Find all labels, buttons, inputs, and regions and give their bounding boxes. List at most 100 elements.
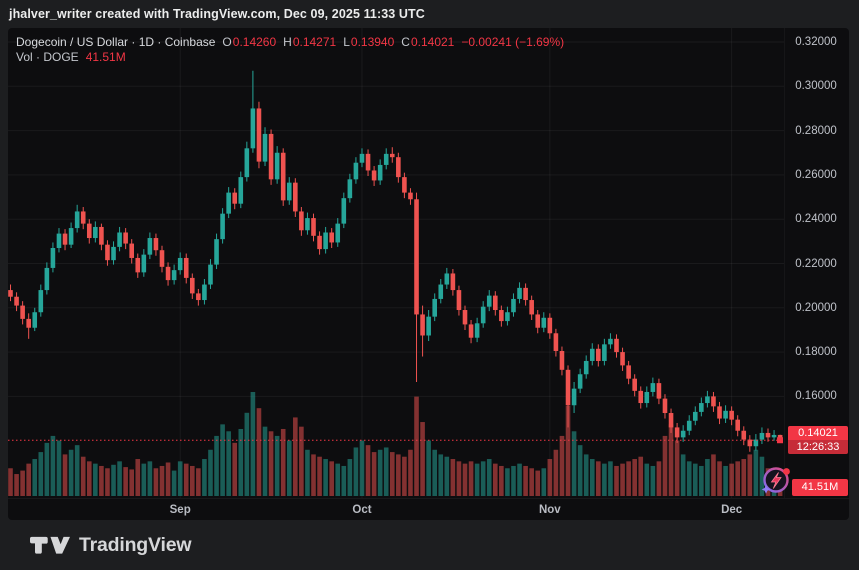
chart-canvas[interactable] — [8, 28, 849, 520]
volume-bar — [171, 470, 177, 496]
volume-bar — [274, 435, 280, 496]
candle-body — [729, 410, 734, 420]
candle-body — [680, 430, 686, 438]
candle-body — [171, 270, 177, 281]
tradingview-wordmark: TradingView — [79, 533, 192, 556]
volume-bar — [402, 456, 407, 496]
volume-bar — [347, 459, 353, 496]
volume-bar — [93, 463, 98, 496]
volume-bar — [341, 465, 347, 496]
candle-body — [329, 232, 334, 243]
candle-body — [32, 312, 38, 328]
candle-body — [123, 232, 128, 244]
volume-bar — [589, 459, 595, 496]
candle-body — [656, 383, 662, 399]
candle-body — [535, 314, 541, 328]
candle-body — [93, 226, 98, 239]
candle-body — [165, 266, 171, 281]
volume-bar — [153, 468, 159, 496]
volume-label[interactable]: Vol · DOGE — [16, 50, 79, 64]
candle-body — [396, 157, 401, 178]
volume-bar — [668, 424, 674, 496]
candle-body — [311, 218, 316, 236]
y-axis-tick: 0.28000 — [795, 124, 837, 137]
candle-body — [365, 153, 371, 171]
volume-bar — [232, 442, 238, 496]
volume-bar — [323, 459, 328, 496]
candle-body — [408, 192, 413, 200]
volume-bar — [250, 392, 256, 496]
volume-bar — [365, 445, 371, 496]
volume-bar — [220, 424, 225, 496]
candle-body — [711, 396, 716, 407]
x-axis-tick: Sep — [169, 504, 191, 516]
candle-body — [699, 403, 704, 412]
candle-body — [438, 284, 444, 299]
candle-body — [129, 243, 134, 258]
candle-body — [735, 419, 740, 431]
candle-body — [347, 179, 353, 199]
candle-body — [468, 324, 474, 338]
price-scale[interactable] — [784, 28, 849, 498]
volume-bar — [38, 452, 44, 496]
candle-body — [268, 133, 274, 180]
volume-bar — [529, 468, 534, 496]
candle-body — [771, 434, 777, 438]
volume-bar — [238, 428, 244, 496]
candle-body — [668, 413, 674, 428]
last-price-marker — [777, 437, 783, 444]
candle-body — [293, 182, 298, 212]
candle-body — [626, 365, 631, 379]
candle-body — [220, 213, 225, 240]
candle-body — [432, 298, 437, 317]
volume-bar — [626, 461, 631, 496]
candle-body — [50, 247, 56, 268]
candle-body — [214, 239, 219, 265]
candle-body — [596, 348, 601, 361]
volume-bar — [759, 456, 765, 496]
candle-body — [480, 306, 486, 324]
volume-bar — [244, 412, 250, 496]
candle-body — [226, 192, 231, 214]
candle-body — [644, 391, 650, 404]
candle-body — [571, 388, 577, 406]
candle-body — [56, 233, 62, 248]
volume-bar — [141, 463, 147, 496]
candle-body — [190, 277, 195, 294]
volume-bar — [632, 459, 637, 496]
candle-body — [383, 153, 389, 165]
volume-bar — [26, 463, 31, 496]
candle-body — [614, 338, 619, 353]
volume-bar — [74, 445, 80, 496]
candle-body — [135, 257, 141, 273]
candle-body — [638, 390, 644, 404]
candle-body — [426, 316, 431, 336]
candle-body — [499, 310, 504, 322]
time-scale[interactable] — [8, 498, 849, 520]
tradingview-logo[interactable]: TradingView — [30, 531, 192, 559]
volume-bar — [741, 459, 747, 496]
candle-body — [523, 287, 528, 301]
candle-body — [353, 162, 359, 180]
volume-axis-label: 41.51M — [792, 479, 848, 496]
candle-body — [765, 432, 771, 438]
close-label: C — [401, 35, 410, 49]
symbol-title[interactable]: Dogecoin / US Dollar · 1D · Coinbase — [16, 35, 216, 49]
candle-body — [341, 198, 347, 224]
volume-bar — [80, 456, 86, 496]
candle-body — [493, 295, 498, 311]
candle-body — [44, 267, 50, 291]
volume-bar — [535, 470, 541, 496]
volume-bar — [486, 459, 492, 496]
candle-body — [177, 257, 183, 271]
lightning-sticker-icon[interactable] — [759, 463, 793, 497]
volume-bar — [44, 442, 50, 496]
volume-bar — [456, 461, 462, 496]
y-axis-tick: 0.16000 — [795, 390, 837, 403]
tradingview-logo-icon — [30, 536, 70, 554]
candle-body — [359, 153, 365, 163]
candle-body — [80, 211, 86, 224]
volume-bar — [753, 449, 759, 496]
volume-bar — [523, 465, 528, 496]
x-axis-tick: Nov — [538, 504, 561, 516]
